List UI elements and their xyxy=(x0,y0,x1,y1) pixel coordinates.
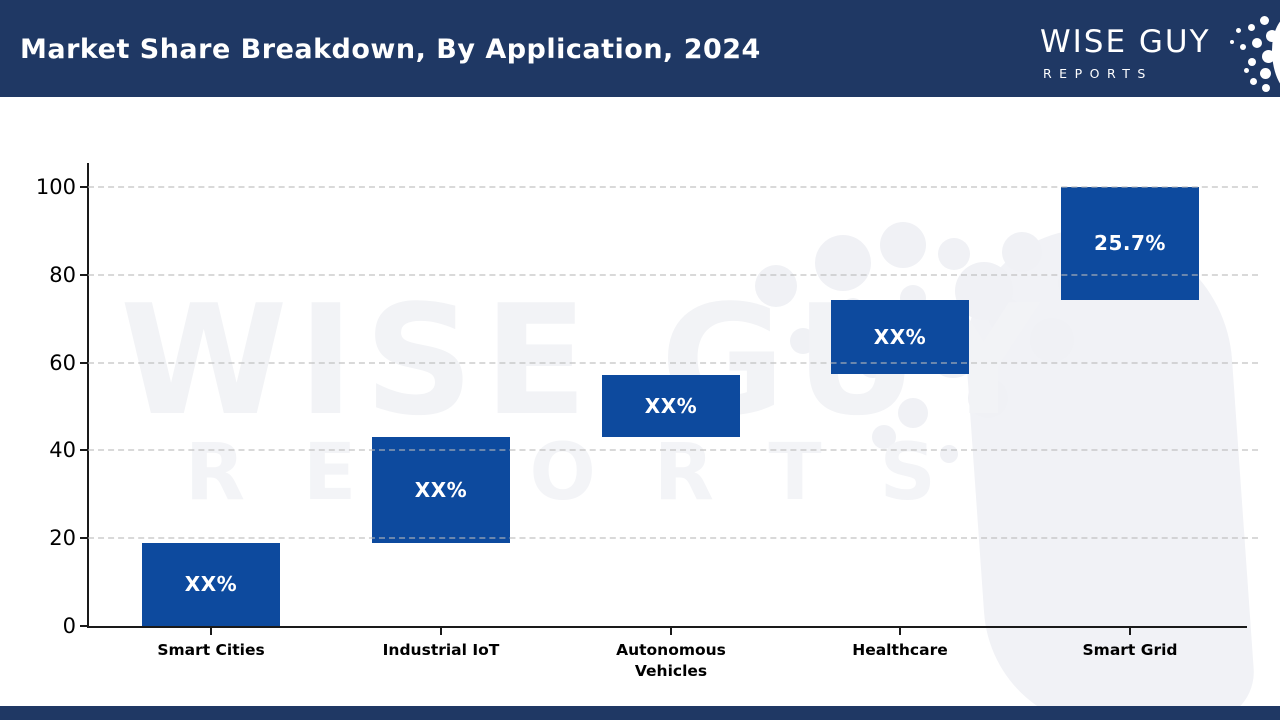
watermark-dot xyxy=(1002,232,1042,272)
bar-value-label: 25.7% xyxy=(1094,231,1166,256)
watermark-dot xyxy=(880,222,926,268)
logo-dot xyxy=(1252,38,1262,48)
x-axis-tick-mark xyxy=(899,628,901,635)
y-axis-tick-mark xyxy=(80,186,87,188)
bar-value-label: XX% xyxy=(414,477,468,502)
y-axis-tick-mark xyxy=(80,361,87,364)
gridline-y-80 xyxy=(88,273,1258,276)
gridline-y-20 xyxy=(88,537,1258,540)
logo-dot xyxy=(1262,50,1275,63)
x-axis-line xyxy=(87,626,1247,628)
wiseguy-logo: WISE GUY REPORTS xyxy=(1040,10,1280,94)
footer-bar xyxy=(0,706,1280,720)
watermark-dot xyxy=(988,298,1024,334)
logo-brand-sub: REPORTS xyxy=(1043,66,1153,81)
x-axis-category-label: Autonomous Vehicles xyxy=(616,641,726,680)
y-axis-tick-label: 60 xyxy=(49,350,76,375)
watermark-dot xyxy=(818,382,838,402)
bar-value-label: XX% xyxy=(873,324,927,349)
logo-dot xyxy=(1230,40,1234,44)
y-axis-tick-label: 100 xyxy=(35,175,76,199)
logo-dot xyxy=(1260,68,1271,79)
watermark-line2: REPORTS xyxy=(185,428,994,518)
y-axis-tick-label: 40 xyxy=(49,438,76,463)
x-axis-tick-mark xyxy=(670,628,672,635)
y-axis-tick-mark xyxy=(80,449,87,452)
watermark-dot xyxy=(968,378,1008,418)
x-axis-tick-mark xyxy=(440,628,442,635)
watermark-dot xyxy=(872,425,896,449)
x-axis-category-label: Smart Cities xyxy=(157,641,265,659)
watermark-dot xyxy=(815,235,871,291)
gridline-y-100 xyxy=(88,186,1258,188)
bar-smart-cities: XX% xyxy=(142,542,280,626)
x-axis-category-label: Industrial IoT xyxy=(382,641,500,659)
gridline-y-60 xyxy=(88,361,1258,364)
x-axis-category-label: Smart Grid xyxy=(1082,641,1178,659)
y-axis-tick-label: 80 xyxy=(49,262,76,287)
logo-dot xyxy=(1248,24,1255,31)
bar-value-label: XX% xyxy=(644,394,698,419)
bar-value-label: XX% xyxy=(184,572,238,597)
wiseguy-head-icon xyxy=(1200,10,1280,100)
logo-head-silhouette xyxy=(1272,14,1280,94)
logo-dot xyxy=(1250,78,1257,85)
bar-industrial-iot: XX% xyxy=(372,437,510,543)
watermark-dot xyxy=(790,328,816,354)
logo-dot xyxy=(1262,84,1270,92)
x-axis-tick-mark xyxy=(210,628,212,635)
y-axis-tick-label: 20 xyxy=(49,526,76,551)
y-axis-tick-mark xyxy=(80,537,87,540)
watermark-dot xyxy=(938,238,970,270)
y-axis-tick-mark xyxy=(80,625,87,627)
gridline-y-40 xyxy=(88,449,1258,452)
logo-dot xyxy=(1248,58,1256,66)
logo-dot xyxy=(1244,68,1249,73)
logo-dot xyxy=(1240,44,1246,50)
y-axis-line xyxy=(87,163,89,628)
x-axis-tick-mark xyxy=(1129,628,1131,635)
header: Market Share Breakdown, By Application, … xyxy=(0,0,1280,97)
watermark-dot xyxy=(755,265,797,307)
bar-autonomous-vehicles: XX% xyxy=(602,374,740,438)
y-axis-tick-mark xyxy=(80,273,87,276)
page-title: Market Share Breakdown, By Application, … xyxy=(20,34,761,65)
watermark-dot xyxy=(898,398,928,428)
logo-dot xyxy=(1236,28,1241,33)
x-axis-category-label: Healthcare xyxy=(852,641,948,659)
logo-dot xyxy=(1266,30,1278,42)
y-axis-tick-label: 0 xyxy=(62,614,76,638)
watermark-dot xyxy=(1030,318,1074,362)
logo-dot xyxy=(1260,16,1269,25)
bar-smart-grid: 25.7% xyxy=(1061,187,1199,300)
logo-brand-name: WISE GUY xyxy=(1040,24,1211,60)
